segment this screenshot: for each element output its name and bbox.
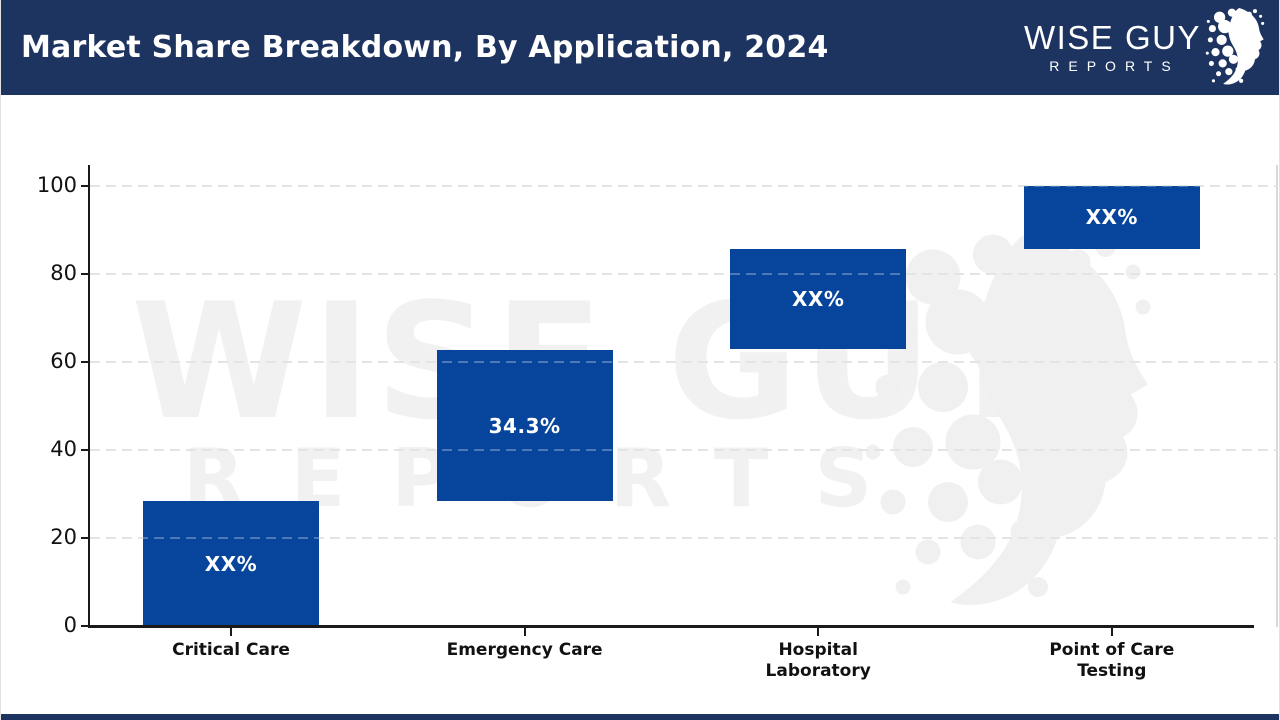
x-category-label: Hospital Laboratory — [678, 640, 958, 682]
x-category-label: Emergency Care — [385, 640, 665, 661]
gridline-overlay — [90, 273, 1277, 275]
gridline — [90, 449, 1277, 451]
x-tick-mark — [1110, 627, 1113, 636]
bar-segment: XX% — [1023, 186, 1200, 249]
x-tick-mark — [230, 627, 232, 636]
logo-head-icon — [1205, 6, 1267, 88]
y-axis-spine — [88, 165, 90, 627]
bottom-accent-bar — [1, 714, 1279, 720]
y-tick-label: 40 — [50, 437, 77, 461]
bar-segment: 34.3% — [436, 350, 613, 502]
x-category-label-line: Laboratory — [765, 661, 871, 681]
logo-wordmark: WISE GUY REPORTS — [1023, 18, 1201, 74]
gridline — [90, 273, 1277, 275]
y-tick-label: 100 — [36, 173, 77, 197]
x-category-label-line: Critical Care — [172, 640, 290, 660]
logo-text-line1: WISE GUY — [1023, 18, 1201, 56]
gridline-overlay — [90, 185, 1277, 187]
gridline — [90, 537, 1277, 539]
y-tick-label: 80 — [50, 261, 77, 285]
x-tick-mark — [523, 627, 526, 636]
y-tick-mark — [81, 185, 89, 187]
gridline-overlay — [90, 361, 1277, 363]
y-tick-mark — [81, 273, 89, 275]
y-tick-mark — [81, 625, 89, 627]
bar-segment: XX% — [730, 248, 907, 350]
x-category-label-line: Point of Care — [1049, 640, 1175, 660]
bar-segment: XX% — [143, 501, 319, 626]
gridline — [90, 361, 1277, 363]
x-category-label: Critical Care — [91, 640, 371, 661]
y-tick-mark — [81, 537, 89, 539]
y-tick-label: 60 — [50, 349, 77, 373]
x-category-label-line: Hospital — [778, 640, 858, 660]
bar-value-label: 34.3% — [488, 413, 561, 438]
gridline-overlay — [90, 537, 1277, 539]
bar-value-label: XX% — [791, 287, 845, 312]
y-tick-mark — [81, 449, 89, 451]
wise-guy-logo: WISE GUY REPORTS — [1024, 6, 1267, 88]
x-category-label: Point of Care Testing — [972, 640, 1252, 682]
gridline-overlay — [90, 449, 1277, 451]
y-tick-label: 20 — [50, 525, 77, 549]
watermark-head-icon — [863, 222, 1163, 622]
y-tick-mark — [81, 361, 89, 363]
y-tick-label: 0 — [63, 613, 77, 637]
x-category-label-line: Testing — [1077, 661, 1147, 681]
bar-value-label: XX% — [204, 551, 258, 576]
gridline — [90, 185, 1277, 187]
logo-text-line2: REPORTS — [1049, 57, 1180, 74]
header-bar: Market Share Breakdown, By Application, … — [1, 0, 1279, 95]
right-spine — [1276, 165, 1278, 627]
x-category-label-line: Emergency Care — [446, 640, 603, 660]
x-tick-mark — [817, 627, 820, 636]
chart-title: Market Share Breakdown, By Application, … — [21, 30, 829, 65]
bar-value-label: XX% — [1085, 205, 1138, 230]
x-axis-spine — [88, 625, 1254, 628]
